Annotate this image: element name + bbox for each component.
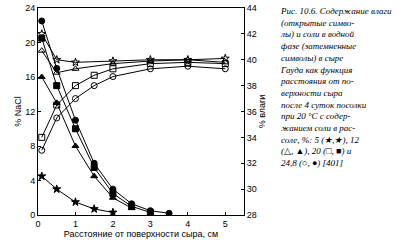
svg-text:2: 2 (110, 219, 115, 229)
svg-text:Рис. 10.6. Содержание влаги(от: Рис. 10.6. Содержание влаги(открытые сим… (280, 6, 392, 168)
svg-text:1: 1 (73, 219, 78, 229)
svg-text:8: 8 (30, 141, 35, 151)
svg-text:0: 0 (30, 210, 35, 220)
svg-text:12: 12 (25, 107, 35, 117)
svg-text:28: 28 (247, 210, 257, 220)
svg-text:24: 24 (25, 3, 35, 13)
svg-text:36: 36 (247, 107, 257, 117)
svg-text:0: 0 (35, 219, 40, 229)
svg-text:% NaCl: % NaCl (13, 96, 23, 127)
svg-text:4: 4 (30, 176, 35, 186)
svg-text:16: 16 (25, 72, 35, 82)
svg-text:3: 3 (148, 219, 153, 229)
svg-text:40: 40 (247, 55, 257, 65)
svg-text:42: 42 (247, 29, 257, 39)
svg-text:30: 30 (247, 184, 257, 194)
svg-text:44: 44 (247, 3, 257, 13)
svg-text:Расстояние от поверхности сыра: Расстояние от поверхности сыра, см (64, 229, 218, 239)
svg-text:% влаги: % влаги (257, 95, 267, 129)
svg-text:38: 38 (247, 81, 257, 91)
svg-text:20: 20 (25, 38, 35, 48)
svg-text:32: 32 (247, 158, 257, 168)
svg-text:4: 4 (185, 219, 190, 229)
svg-text:5: 5 (223, 219, 228, 229)
svg-text:34: 34 (247, 133, 257, 143)
